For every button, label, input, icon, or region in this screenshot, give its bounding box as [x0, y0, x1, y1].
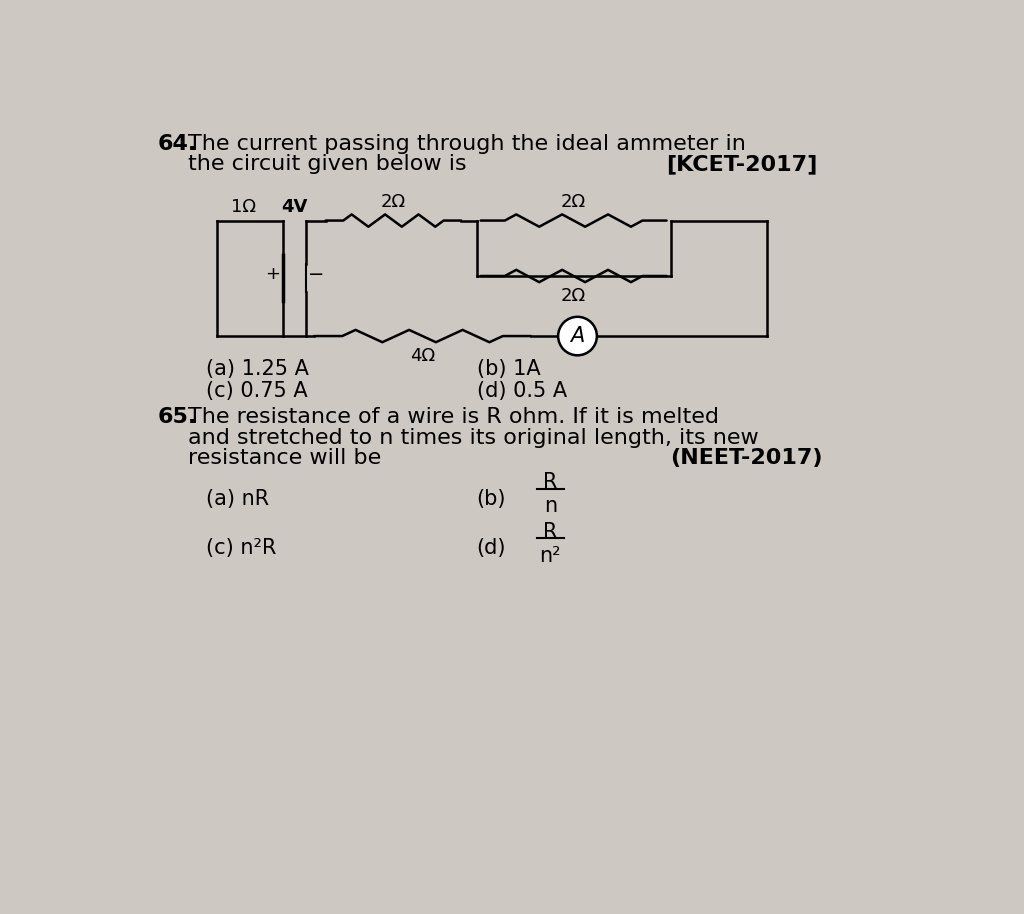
Text: The current passing through the ideal ammeter in: The current passing through the ideal am…: [188, 134, 746, 154]
Text: resistance will be: resistance will be: [188, 449, 382, 469]
Text: −: −: [308, 265, 325, 284]
Text: (c) 0.75 A: (c) 0.75 A: [206, 381, 307, 400]
Text: 2Ω: 2Ω: [381, 194, 406, 211]
Text: 4V: 4V: [282, 198, 308, 216]
Text: (a) nR: (a) nR: [206, 488, 268, 508]
Text: A: A: [570, 326, 585, 346]
Text: 2Ω: 2Ω: [561, 194, 586, 211]
Text: R: R: [543, 473, 557, 493]
Circle shape: [558, 317, 597, 356]
Text: R: R: [543, 522, 557, 542]
Text: 4Ω: 4Ω: [410, 346, 435, 365]
Text: The resistance of a wire is R ohm. If it is melted: The resistance of a wire is R ohm. If it…: [188, 407, 720, 427]
Text: +: +: [265, 265, 281, 283]
Text: n: n: [544, 496, 557, 516]
Text: [KCET-2017]: [KCET-2017]: [667, 154, 818, 175]
Text: (d): (d): [477, 537, 506, 558]
Text: 2Ω: 2Ω: [561, 287, 586, 304]
Text: and stretched to n times its original length, its new: and stretched to n times its original le…: [188, 428, 759, 448]
Text: 65.: 65.: [158, 407, 197, 427]
Text: (c) n²R: (c) n²R: [206, 537, 275, 558]
Text: (b): (b): [477, 488, 506, 508]
Text: the circuit given below is: the circuit given below is: [188, 154, 467, 175]
Text: (a) 1.25 A: (a) 1.25 A: [206, 359, 308, 379]
Text: n²: n²: [540, 546, 561, 566]
Text: (d) 0.5 A: (d) 0.5 A: [477, 381, 567, 400]
Text: (b) 1A: (b) 1A: [477, 359, 541, 379]
Text: 1Ω: 1Ω: [231, 198, 256, 216]
Text: 64.: 64.: [158, 134, 197, 154]
Text: (NEET-2017): (NEET-2017): [671, 449, 823, 469]
